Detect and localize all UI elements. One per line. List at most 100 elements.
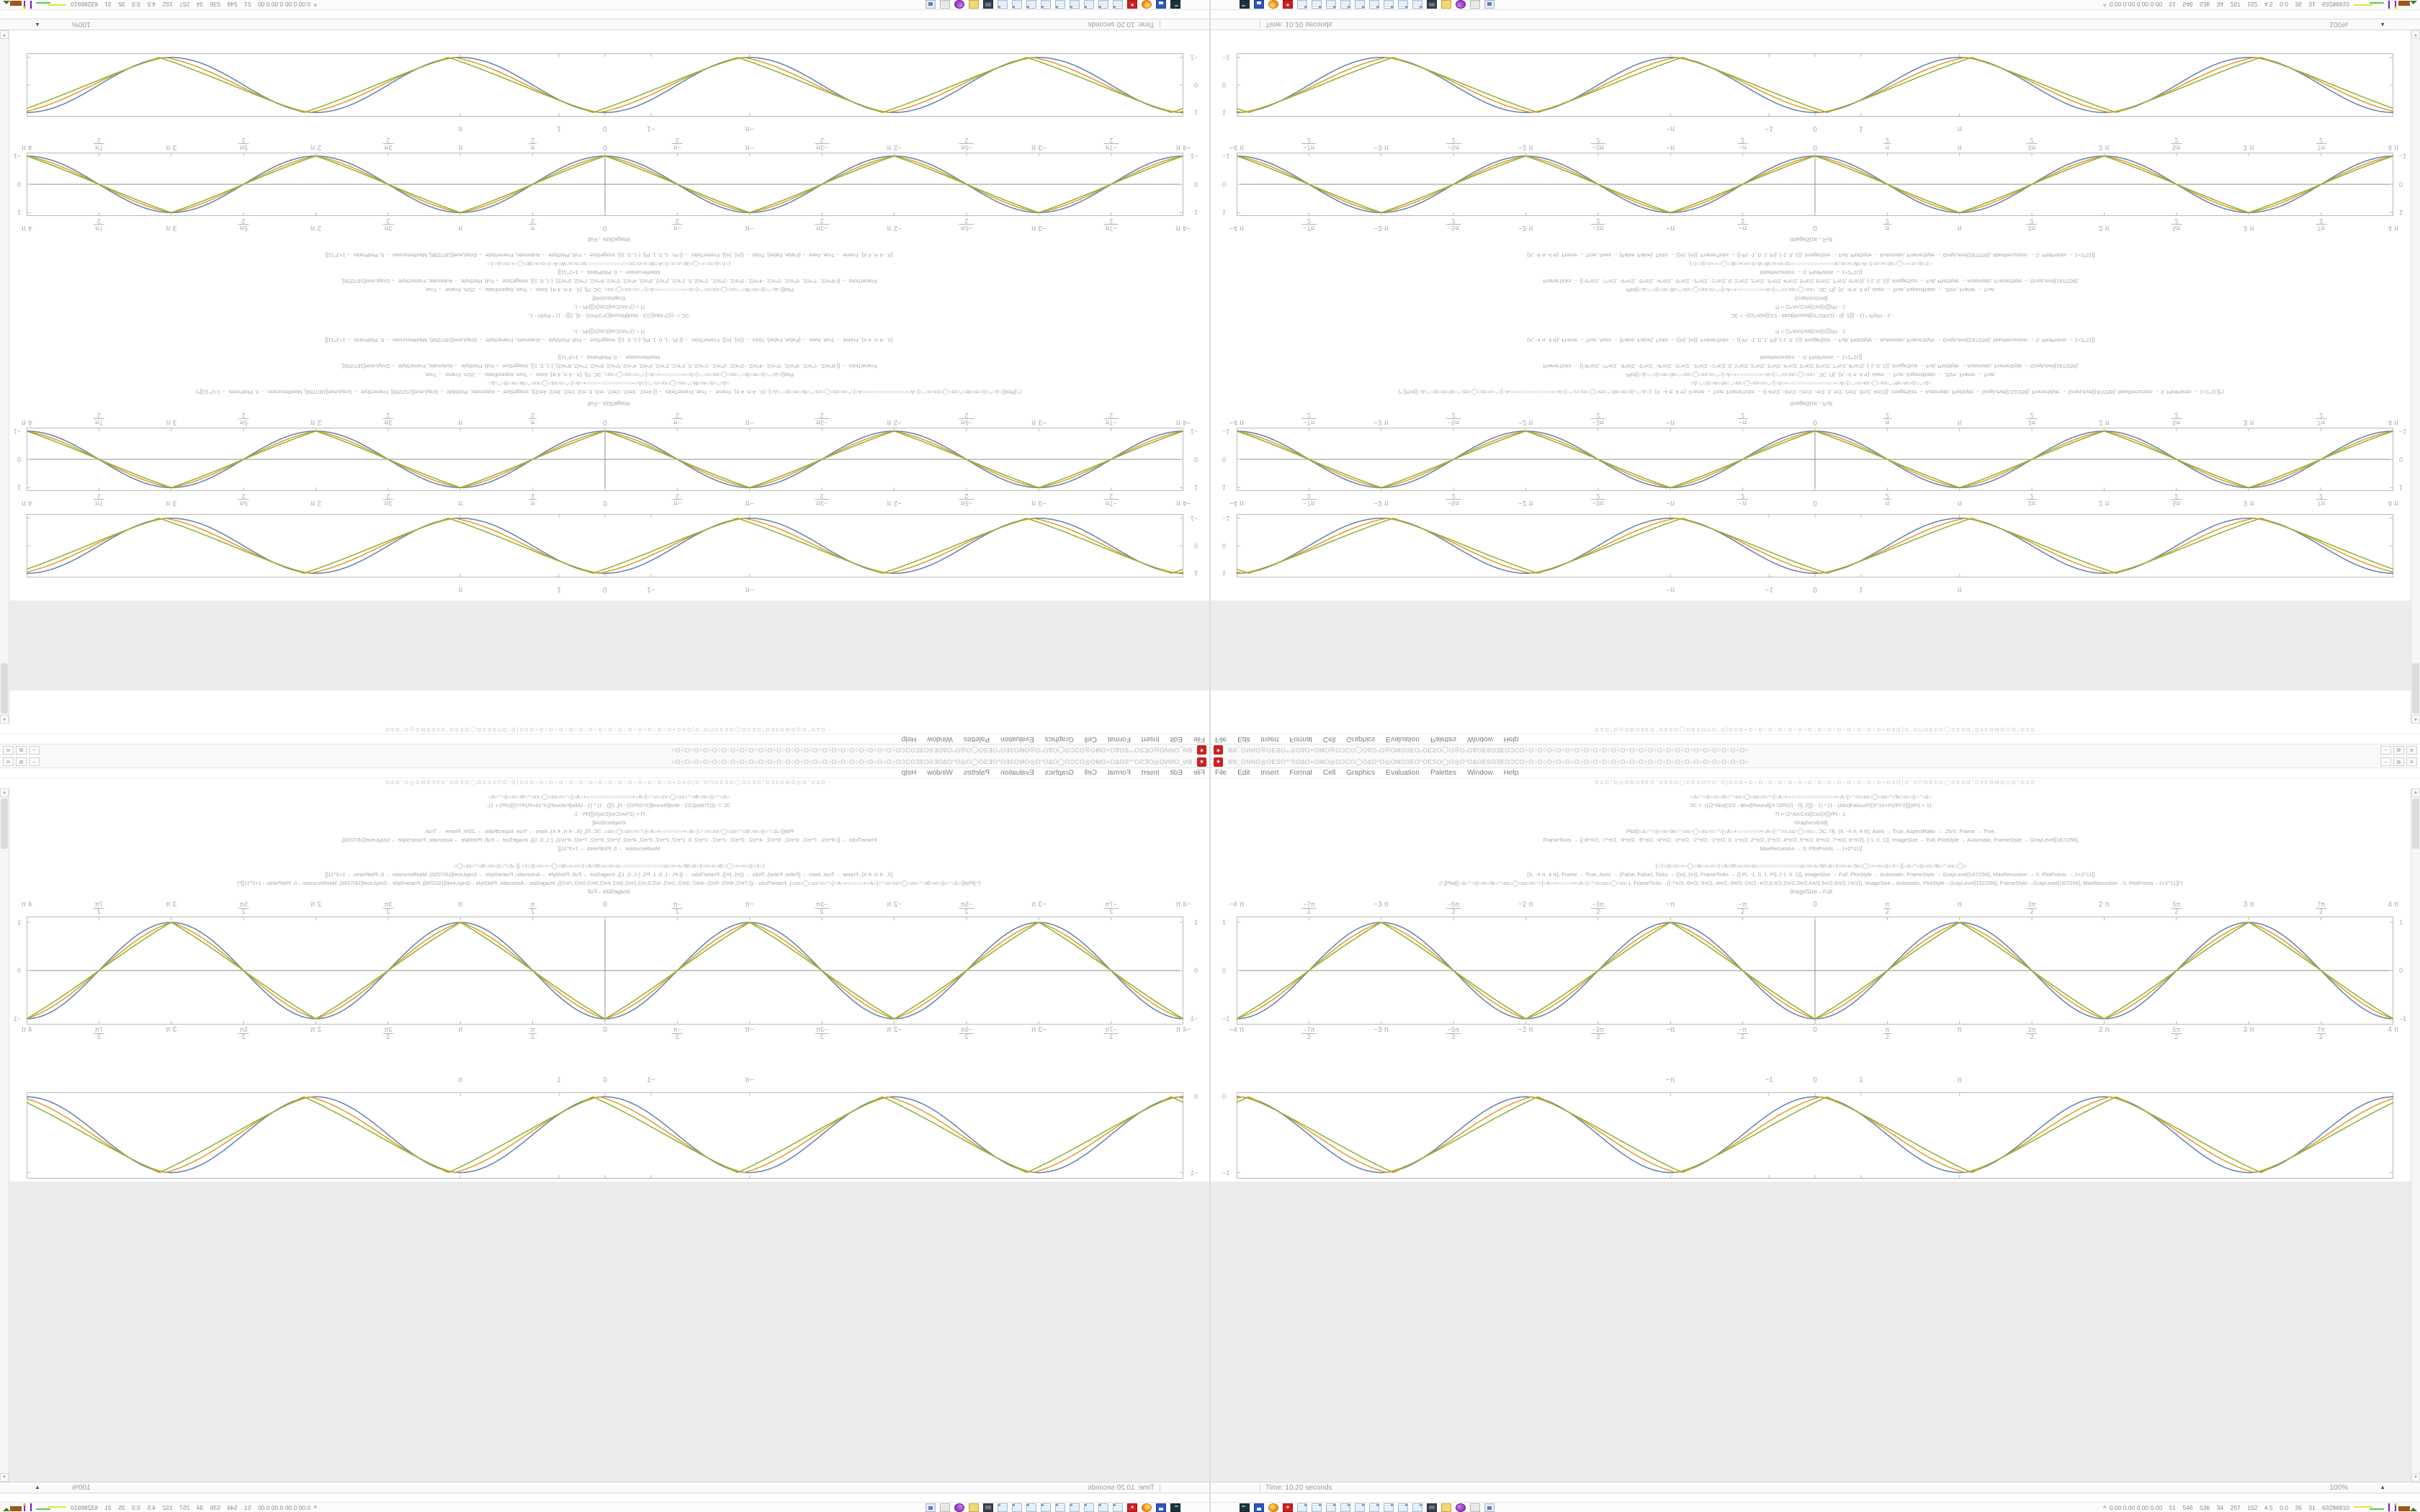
document-icon[interactable] [1041,0,1051,9]
restore-button[interactable]: ⧉ [16,757,27,766]
floppy-icon[interactable] [1254,1503,1264,1512]
scroll-icon[interactable] [1470,1503,1480,1512]
document-icon[interactable] [998,1503,1008,1512]
scrollbar-thumb[interactable] [1,663,8,714]
window-titlebar[interactable]: ✶ ΒΝ_ΟΝΝΟ◎ΟΕSΟ°°SΟΔΟ+ΟΜΟ◎ΟϽCΟ◯ΟΔΟ°Ο◎ΟΜΟЗ… [1211,756,2420,768]
menu-item-format[interactable]: Format [1289,769,1313,777]
terminal-icon[interactable] [1240,0,1250,9]
scroll-down-icon[interactable]: ▼ [0,1473,9,1482]
close-button[interactable]: ✕ [2406,746,2417,755]
menu-item-help[interactable]: Help [1503,735,1519,743]
menu-item-window[interactable]: Window [1467,735,1493,743]
menu-item-file[interactable]: File [1193,769,1205,777]
document-icon[interactable] [1055,0,1065,9]
document-icon[interactable] [1340,1503,1350,1512]
mathematica-spikey-icon[interactable] [1127,0,1137,9]
yellow-document-icon[interactable] [1441,0,1451,9]
menu-item-cell[interactable]: Cell [1323,769,1336,777]
monitor-icon[interactable] [1427,1503,1437,1512]
document-icon[interactable] [1412,1503,1422,1512]
document-icon[interactable] [1384,1503,1394,1512]
document-icon[interactable] [998,0,1008,9]
monitor-icon[interactable] [983,0,993,9]
document-icon[interactable] [1055,1503,1065,1512]
chevron-icon[interactable]: » [2100,1505,2108,1509]
menu-item-file[interactable]: File [1193,735,1205,743]
menu-item-format[interactable]: Format [1107,769,1131,777]
restore-button[interactable]: ⧉ [2393,746,2404,755]
document-icon[interactable] [1326,1503,1336,1512]
mathematica-spikey-icon[interactable] [1283,1503,1293,1512]
menu-item-evaluation[interactable]: Evaluation [1386,769,1420,777]
yellow-document-icon[interactable] [969,1503,979,1512]
restore-button[interactable]: ⧉ [2393,757,2404,766]
menu-item-insert[interactable]: Insert [1141,769,1160,777]
code-cell[interactable]: ○Δ○°○◎○m○9ε○°○εs○◯○εs○n○°○[○A○+○○○○○○○○○… [9,793,1209,888]
document-icon[interactable] [1012,1503,1022,1512]
menu-item-graphics[interactable]: Graphics [1346,735,1376,743]
mathematica-spikey-icon[interactable] [1127,1503,1137,1512]
document-icon[interactable] [1355,0,1365,9]
close-button[interactable]: ✕ [3,757,14,766]
document-icon[interactable] [1369,1503,1379,1512]
menu-item-evaluation[interactable]: Evaluation [1000,769,1034,777]
yellow-document-icon[interactable] [1441,1503,1451,1512]
chevron-icon[interactable]: » [2100,3,2108,7]
menu-item-palettes[interactable]: Palettes [1430,735,1457,743]
document-icon[interactable] [1113,0,1123,9]
menu-item-window[interactable]: Window [1467,769,1493,777]
document-icon[interactable] [1355,1503,1365,1512]
scroll-up-icon[interactable]: ▲ [0,715,9,724]
purple-sphere-icon[interactable] [1456,0,1466,9]
menu-item-edit[interactable]: Edit [1170,735,1183,743]
zoom-caret-icon[interactable]: ▲ [35,22,40,28]
zoom-level[interactable]: 100% [2329,1484,2348,1492]
window-titlebar[interactable]: ✶ ΒΝ_ΟΝΝΟ◎ΟΕSΟ°°SΟΔΟ+ΟΜΟ◎ΟϽCΟ◯ΟΔΟ°Ο◎ΟΜΟЗ… [0,756,1209,768]
code-cell[interactable]: (*,[Plot[{○Δ○°○◎○m○9ε○°○εs○◯○εs○n○°○[○A○… [9,327,1209,396]
mathematica-spikey-icon[interactable] [1283,0,1293,9]
scrollbar[interactable]: ▲ ▼ [0,30,9,724]
menu-item-cell[interactable]: Cell [1084,769,1097,777]
menu-item-file[interactable]: File [1215,769,1227,777]
purple-sphere-icon[interactable] [1456,1503,1466,1512]
document-icon[interactable] [1070,0,1080,9]
menu-item-help[interactable]: Help [901,735,917,743]
floppy-icon[interactable] [1254,0,1264,9]
menu-item-insert[interactable]: Insert [1260,769,1279,777]
minimize-button[interactable]: – [2380,746,2391,755]
menu-item-cell[interactable]: Cell [1323,735,1336,743]
scrollbar-thumb[interactable] [1,798,8,849]
monitor-icon[interactable] [983,1503,993,1512]
firefox-icon[interactable] [1268,1503,1278,1512]
document-icon[interactable] [1297,0,1307,9]
document-icon[interactable] [1098,1503,1108,1512]
document-icon[interactable] [1026,0,1036,9]
zoom-caret-icon[interactable]: ▲ [35,1484,40,1490]
menu-item-format[interactable]: Format [1289,735,1313,743]
code-cell[interactable]: ƆC = -(((2*Abs[(2/2 - Mod[Round[(X*2/Pi/… [9,251,1209,320]
document-icon[interactable] [1297,1503,1307,1512]
menu-item-insert[interactable]: Insert [1260,735,1279,743]
menu-item-cell[interactable]: Cell [1084,735,1097,743]
monitor-icon[interactable] [1427,0,1437,9]
firefox-icon[interactable] [1268,0,1278,9]
document-icon[interactable] [1312,1503,1322,1512]
yellow-document-icon[interactable] [969,0,979,9]
document-icon[interactable] [1398,1503,1408,1512]
document-icon[interactable] [1113,1503,1123,1512]
scrollbar-thumb[interactable] [2412,798,2419,849]
minimize-button[interactable]: – [29,746,40,755]
scroll-icon[interactable] [940,1503,950,1512]
floppy-icon[interactable] [1156,0,1166,9]
terminal-icon[interactable] [1240,1503,1250,1512]
app-window-icon[interactable] [926,1503,936,1512]
scrollbar[interactable]: ▲ ▼ [2411,30,2420,724]
menu-item-evaluation[interactable]: Evaluation [1386,735,1420,743]
purple-sphere-icon[interactable] [954,1503,964,1512]
code-cell[interactable]: ƆC = -(((2*Abs[(2/2 - Mod[Round[(X*2/Pi/… [1211,251,2411,320]
scrollbar[interactable]: ▲ ▼ [2411,788,2420,1482]
zoom-caret-icon[interactable]: ▲ [2380,22,2385,28]
menu-item-evaluation[interactable]: Evaluation [1000,735,1034,743]
app-window-icon[interactable] [1484,0,1494,9]
zoom-caret-icon[interactable]: ▲ [2380,1484,2385,1490]
